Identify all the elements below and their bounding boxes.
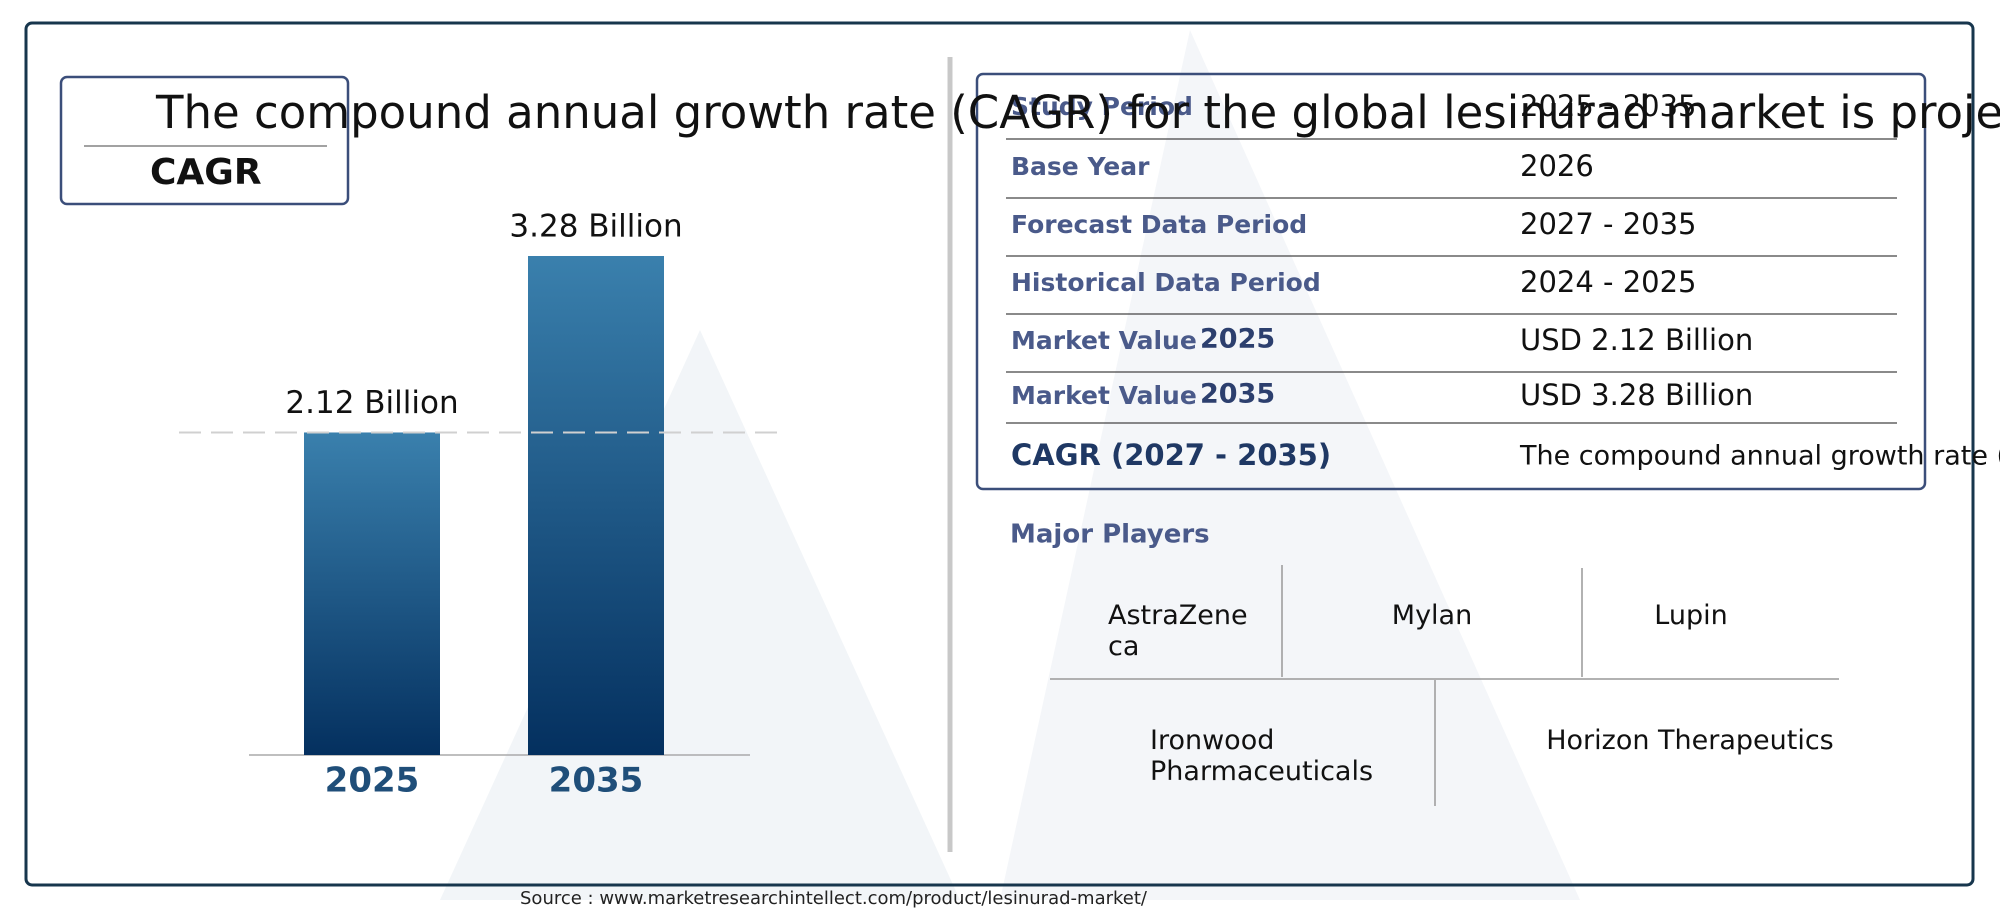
cagr-box bbox=[59, 75, 350, 206]
player: Horizon Therapeutics bbox=[1546, 725, 1834, 756]
player: Ironwood Pharmaceuticals bbox=[1150, 725, 1374, 787]
row-value: USD 3.28 Billion bbox=[1520, 378, 1753, 412]
row-year: 2035 bbox=[1200, 379, 1275, 410]
row-value: 2024 - 2025 bbox=[1520, 265, 1697, 299]
player: AstraZeneca bbox=[1108, 600, 1248, 662]
row-label: Base Year bbox=[1011, 152, 1150, 181]
frame bbox=[24, 21, 1975, 887]
x-tick-label: 2035 bbox=[549, 761, 644, 801]
bar bbox=[304, 432, 440, 755]
row-year: 2025 bbox=[1200, 324, 1275, 355]
row-value: 2025 - 2035 bbox=[1520, 89, 1697, 123]
row-value: 2026 bbox=[1520, 149, 1594, 183]
row-label: Study Period bbox=[1011, 92, 1193, 121]
table-box bbox=[975, 72, 1927, 491]
bar bbox=[528, 256, 664, 755]
row-label: Forecast Data Period bbox=[1011, 210, 1307, 239]
row-value: The compound annual growth rate (CA bbox=[1519, 441, 2000, 472]
title: The compound annual growth rate (CAGR) f… bbox=[155, 86, 2000, 139]
row-value: 2027 - 2035 bbox=[1520, 207, 1697, 241]
value-label: 2.12 Billion bbox=[285, 385, 458, 421]
row-label: Market Value bbox=[1011, 326, 1197, 355]
source: Source : www.marketresearchintellect.com… bbox=[520, 888, 1148, 909]
value-label: 3.28 Billion bbox=[509, 209, 682, 245]
row-label: CAGR (2027 - 2035) bbox=[1011, 438, 1331, 472]
player: Mylan bbox=[1391, 600, 1473, 631]
cagr-label: CAGR bbox=[150, 152, 262, 193]
row-label: Market Value bbox=[1011, 381, 1197, 410]
x-tick-label: 2025 bbox=[325, 761, 420, 801]
row-value: USD 2.12 Billion bbox=[1520, 323, 1753, 357]
player: Lupin bbox=[1654, 600, 1728, 631]
row-label: Historical Data Period bbox=[1011, 268, 1321, 297]
player-grid bbox=[1050, 565, 1839, 806]
watermark bbox=[440, 330, 960, 900]
players-title: Major Players bbox=[1010, 520, 1210, 550]
